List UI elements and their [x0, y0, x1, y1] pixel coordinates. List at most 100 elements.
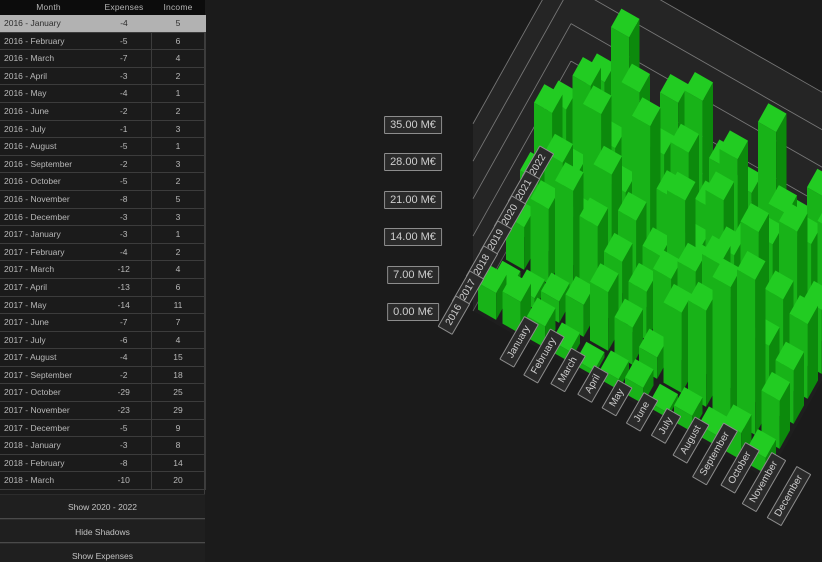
- cell-expenses: -2: [97, 366, 152, 385]
- cell-month: 2017 - June: [0, 313, 97, 332]
- table-row[interactable]: 2017 - August -4 15: [0, 348, 206, 367]
- table-row[interactable]: 2018 - March -10 20: [0, 471, 206, 491]
- table-row[interactable]: 2016 - April -3 2: [0, 67, 206, 86]
- cell-month: 2016 - July: [0, 120, 97, 139]
- table-row[interactable]: 2016 - July -1 3: [0, 120, 206, 139]
- table-row[interactable]: 2017 - September -2 18: [0, 366, 206, 385]
- cell-month: 2017 - July: [0, 331, 97, 350]
- cell-month: 2016 - February: [0, 32, 97, 51]
- cell-expenses: -14: [97, 296, 152, 315]
- cell-expenses: -4: [97, 84, 152, 103]
- data-table-container: Month Expenses Income 2016 - January -4 5 2…: [0, 0, 206, 491]
- cell-month: 2016 - September: [0, 155, 97, 174]
- cell-expenses: -3: [97, 67, 152, 86]
- table-row[interactable]: 2016 - October -5 2: [0, 172, 206, 191]
- cell-income: 2: [151, 243, 206, 262]
- table-row[interactable]: 2016 - June -2 2: [0, 102, 206, 121]
- table-row[interactable]: 2018 - February -8 14: [0, 454, 206, 473]
- table-row[interactable]: 2016 - August -5 1: [0, 137, 206, 156]
- cell-month: 2016 - March: [0, 49, 97, 68]
- cell-expenses: -2: [97, 102, 152, 121]
- table-row[interactable]: 2017 - January -3 1: [0, 225, 206, 244]
- table-row[interactable]: 2017 - December -5 9: [0, 419, 206, 438]
- cell-expenses: -5: [97, 419, 152, 438]
- cell-expenses: -3: [97, 208, 152, 227]
- table-row[interactable]: 2017 - October -29 25: [0, 383, 206, 403]
- cell-income: 15: [151, 348, 206, 367]
- cell-income: 6: [151, 32, 206, 51]
- cell-month: 2017 - December: [0, 419, 97, 438]
- table-row[interactable]: 2017 - May -14 11: [0, 296, 206, 315]
- cell-expenses: -4: [97, 243, 152, 262]
- cell-expenses: -7: [97, 49, 152, 68]
- cell-month: 2016 - December: [0, 208, 97, 227]
- cell-month: 2017 - January: [0, 225, 97, 244]
- cell-income: 6: [151, 278, 206, 297]
- cell-expenses: -6: [97, 331, 152, 350]
- chart-3d-canvas: [472, 0, 822, 479]
- cell-income: 9: [151, 419, 206, 438]
- cell-expenses: -4: [97, 348, 152, 367]
- column-header-expenses[interactable]: Expenses: [97, 0, 151, 15]
- cell-expenses: -2: [97, 155, 152, 174]
- value-axis-left-tick-1: 28.00 M€: [384, 153, 442, 172]
- cell-income: 7: [151, 313, 206, 332]
- table-row[interactable]: 2017 - April -13 6: [0, 278, 206, 297]
- finance-data-table: Month Expenses Income 2016 - January -4 5 2…: [0, 0, 206, 491]
- cell-month: 2018 - February: [0, 454, 97, 473]
- value-axis-left-tick-3: 14.00 M€: [384, 228, 442, 247]
- table-row[interactable]: 2017 - June -7 7: [0, 313, 206, 332]
- cell-month: 2016 - January: [0, 15, 98, 33]
- cell-expenses: -23: [97, 401, 152, 420]
- cell-income: 18: [151, 366, 206, 385]
- column-header-income[interactable]: Income: [151, 0, 205, 15]
- value-axis-left-tick-5: 0.00 M€: [387, 303, 439, 321]
- cell-month: 2017 - November: [0, 401, 97, 420]
- chart-3d-area[interactable]: 35.00 M€ 28.00 M€ 21.00 M€ 14.00 M€ 7.00 M€ 0…: [206, 0, 822, 562]
- cell-income: 2: [151, 102, 206, 121]
- cell-month: 2016 - August: [0, 137, 97, 156]
- cell-income: 8: [151, 436, 206, 455]
- cell-month: 2017 - March: [0, 260, 97, 279]
- value-axis-left-tick-4: 7.00 M€: [387, 265, 439, 284]
- cell-month: 2018 - January: [0, 436, 97, 455]
- cell-expenses: -5: [97, 32, 152, 51]
- cell-month: 2017 - September: [0, 366, 97, 385]
- table-row[interactable]: 2018 - January -3 8: [0, 436, 206, 455]
- cell-income: 3: [151, 155, 206, 174]
- table-row[interactable]: 2017 - November -23 29: [0, 401, 206, 420]
- cell-income: 3: [151, 208, 206, 227]
- cell-month: 2016 - June: [0, 102, 97, 121]
- control-button-hide-shadows[interactable]: Hide Shadows: [0, 518, 205, 544]
- cell-income: 4: [151, 260, 206, 279]
- cell-expenses: -3: [97, 225, 152, 244]
- table-row[interactable]: 2016 - February -5 6: [0, 32, 206, 51]
- column-header-month[interactable]: Month: [0, 0, 97, 15]
- cell-month: 2016 - May: [0, 84, 97, 103]
- table-row[interactable]: 2017 - July -6 4: [0, 331, 206, 350]
- cell-expenses: -13: [97, 278, 152, 297]
- cell-month: 2017 - October: [0, 383, 97, 403]
- cell-expenses: -8: [97, 454, 152, 473]
- table-row[interactable]: 2016 - September -2 3: [0, 155, 206, 174]
- table-row[interactable]: 2016 - December -3 3: [0, 208, 206, 227]
- cell-income: 5: [151, 190, 206, 209]
- table-row[interactable]: 2016 - November -8 5: [0, 190, 206, 209]
- cell-income: 4: [151, 49, 206, 68]
- cell-income: 14: [151, 454, 206, 473]
- cell-month: 2017 - August: [0, 348, 97, 367]
- control-button-show-2020-2022[interactable]: Show 2020 - 2022: [0, 494, 205, 519]
- value-axis-left-tick-0: 35.00 M€: [384, 115, 442, 134]
- left-panel: Month Expenses Income 2016 - January -4 5 2…: [0, 0, 206, 562]
- table-row[interactable]: 2016 - March -7 4: [0, 49, 206, 68]
- cell-expenses: -3: [97, 436, 152, 455]
- table-row[interactable]: 2016 - January -4 5: [0, 15, 206, 33]
- control-button-show-expenses[interactable]: Show Expenses: [0, 543, 205, 562]
- table-header: Month Expenses Income: [0, 0, 205, 15]
- table-row[interactable]: 2017 - March -12 4: [0, 260, 206, 279]
- table-row[interactable]: 2016 - May -4 1: [0, 84, 206, 103]
- cell-expenses: -5: [97, 172, 152, 191]
- cell-income: 3: [151, 120, 206, 139]
- table-row[interactable]: 2017 - February -4 2: [0, 243, 206, 262]
